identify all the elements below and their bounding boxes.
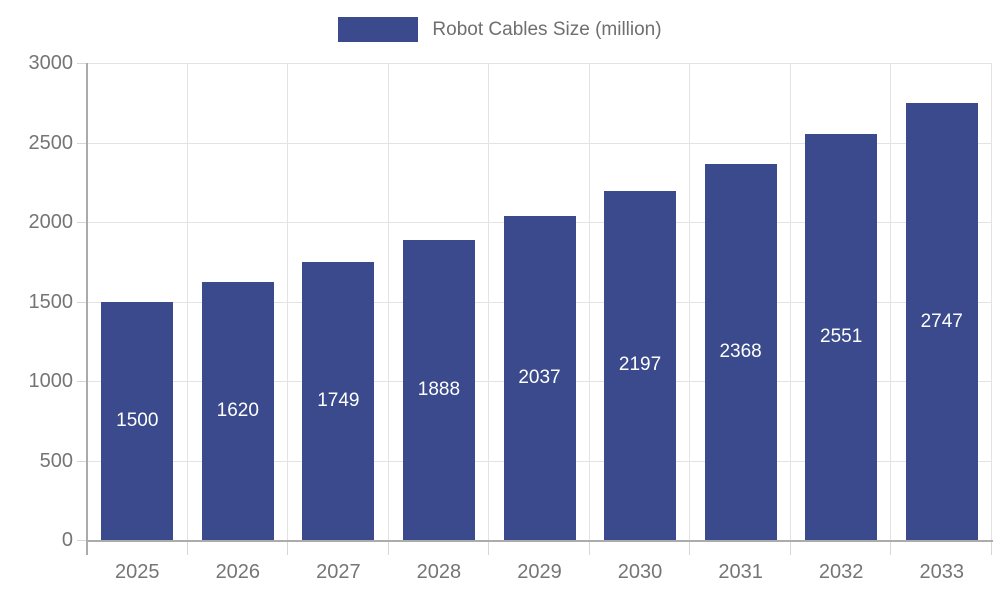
bar-value-label: 2747	[920, 310, 963, 332]
bar-value-label: 2551	[820, 326, 863, 348]
x-tick-label: 2033	[919, 561, 964, 583]
x-axis-tick	[789, 542, 791, 555]
bar[interactable]	[402, 239, 475, 540]
plot-area: 1500 1620 1749 1888 2037 2197 2368 2551 2747	[87, 63, 992, 540]
y-tick-label: 0	[61, 529, 73, 551]
x-axis-tick	[689, 542, 691, 555]
gridline-vertical	[789, 63, 791, 540]
bar[interactable]	[201, 282, 274, 540]
y-tick-label: 3000	[28, 52, 74, 74]
y-axis-tick	[77, 460, 87, 462]
x-axis-tick	[287, 542, 289, 555]
y-tick-label: 2500	[28, 131, 74, 154]
y-tick-label: 500	[39, 449, 73, 472]
y-axis-line	[86, 63, 88, 555]
bar-value-label: 2368	[719, 340, 762, 362]
x-axis-tick	[991, 542, 992, 555]
x-tick-label: 2032	[818, 561, 864, 583]
x-tick-label: 2026	[215, 561, 261, 583]
y-tick-label: 1000	[28, 370, 74, 392]
x-tick-label: 2028	[416, 561, 462, 583]
bar[interactable]	[604, 190, 677, 540]
bar[interactable]	[503, 216, 576, 540]
x-axis-line	[86, 540, 993, 542]
y-tick-label: 1500	[28, 290, 74, 313]
gridline-vertical	[588, 63, 590, 540]
gridline-vertical	[890, 63, 892, 540]
bar[interactable]	[805, 134, 878, 540]
x-tick-label: 2025	[115, 561, 160, 583]
y-axis-tick	[77, 142, 87, 144]
x-axis-tick	[387, 542, 389, 555]
x-tick-label: 2029	[517, 561, 562, 583]
x-axis-tick	[890, 542, 892, 555]
gridline-vertical	[689, 63, 691, 540]
gridline-horizontal	[87, 63, 992, 64]
x-axis-tick	[588, 542, 590, 555]
legend[interactable]: Robot Cables Size (million)	[0, 15, 1000, 43]
y-axis-tick	[77, 222, 87, 223]
y-tick-label: 2000	[28, 211, 74, 233]
bar-value-label: 1749	[317, 389, 360, 411]
bar[interactable]	[101, 301, 174, 540]
y-axis-tick	[77, 540, 87, 541]
bar[interactable]	[704, 163, 777, 540]
gridline-vertical	[488, 63, 490, 540]
bar[interactable]	[302, 261, 375, 540]
gridline-vertical	[991, 63, 992, 540]
y-axis-tick	[77, 63, 87, 64]
x-axis-tick	[186, 542, 188, 555]
gridline-vertical	[186, 63, 188, 540]
bar-value-label: 1500	[116, 409, 159, 431]
bar-value-label: 2037	[518, 367, 561, 389]
bar-value-label: 2197	[618, 354, 662, 376]
bar-value-label: 1888	[417, 378, 461, 400]
y-axis-tick	[77, 301, 87, 303]
bar-value-label: 1620	[216, 400, 259, 422]
gridline-vertical	[287, 63, 289, 540]
legend-swatch[interactable]	[338, 16, 419, 42]
x-tick-label: 2027	[316, 561, 361, 583]
bar[interactable]	[905, 103, 978, 540]
gridline-vertical	[387, 63, 389, 540]
x-tick-label: 2030	[617, 561, 663, 583]
gridline-horizontal	[87, 142, 992, 144]
x-tick-label: 2031	[718, 561, 763, 583]
y-axis-tick	[77, 381, 87, 382]
legend-label[interactable]: Robot Cables Size (million)	[432, 18, 662, 40]
x-axis-tick	[488, 542, 490, 555]
